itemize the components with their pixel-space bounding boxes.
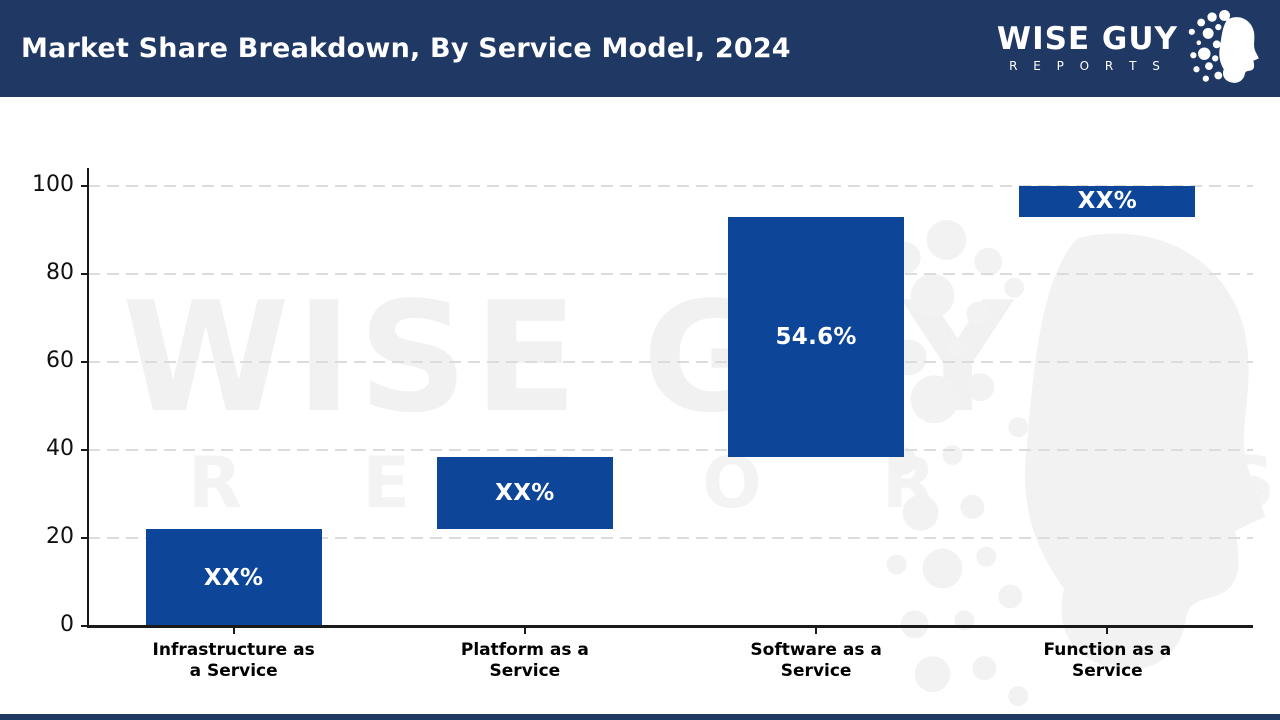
- gridline: [88, 361, 1253, 363]
- y-tick-label: 0: [60, 612, 74, 637]
- chart-title: Market Share Breakdown, By Service Model…: [21, 33, 791, 64]
- y-tick-mark: [81, 625, 88, 627]
- gridline: [88, 185, 1253, 187]
- brand-logo: WISE GUY R E P O R T S: [997, 8, 1280, 90]
- bar-value-label: XX%: [1077, 188, 1138, 215]
- gridline: [88, 449, 1253, 451]
- header-bar: Market Share Breakdown, By Service Model…: [0, 0, 1280, 97]
- bar-infrastructure-as-a-service: XX%: [145, 529, 322, 626]
- gridline: [88, 537, 1253, 539]
- bar-software-as-a-service: 54.6%: [728, 216, 905, 458]
- x-axis-label: Platform as a Service: [460, 640, 589, 682]
- y-tick-label: 100: [32, 172, 74, 197]
- x-axis-label: Software as a Service: [750, 640, 882, 682]
- y-tick-mark: [81, 361, 88, 363]
- bar-platform-as-a-service: XX%: [436, 457, 613, 530]
- y-tick-mark: [81, 185, 88, 187]
- y-tick-label: 20: [46, 524, 74, 549]
- x-tick-mark: [523, 626, 526, 634]
- bar-function-as-a-service: XX%: [1019, 186, 1196, 217]
- gridline: [88, 273, 1253, 275]
- y-tick-mark: [81, 449, 88, 451]
- x-axis-line: [88, 625, 1253, 628]
- wise-guy-face-icon: [1188, 9, 1259, 83]
- y-tick-label: 40: [46, 436, 74, 461]
- x-tick-mark: [232, 626, 235, 634]
- x-axis-label: Infrastructure as a Service: [152, 640, 315, 682]
- bar-value-label: 54.6%: [775, 323, 857, 350]
- x-tick-mark: [815, 626, 818, 634]
- y-tick-mark: [81, 273, 88, 275]
- y-tick-label: 60: [46, 348, 74, 373]
- x-axis-label: Function as a Service: [1043, 640, 1172, 682]
- bar-value-label: XX%: [203, 564, 264, 591]
- y-tick-label: 80: [46, 260, 74, 285]
- brand-subtitle: R E P O R T S: [1009, 59, 1166, 73]
- brand-text: WISE GUY R E P O R T S: [996, 21, 1178, 74]
- y-tick-mark: [81, 537, 88, 539]
- brand-name: WISE GUY: [996, 21, 1178, 57]
- bar-value-label: XX%: [495, 480, 555, 507]
- footer-bar: [0, 714, 1280, 720]
- y-axis-line: [87, 168, 89, 628]
- x-tick-mark: [1106, 626, 1109, 634]
